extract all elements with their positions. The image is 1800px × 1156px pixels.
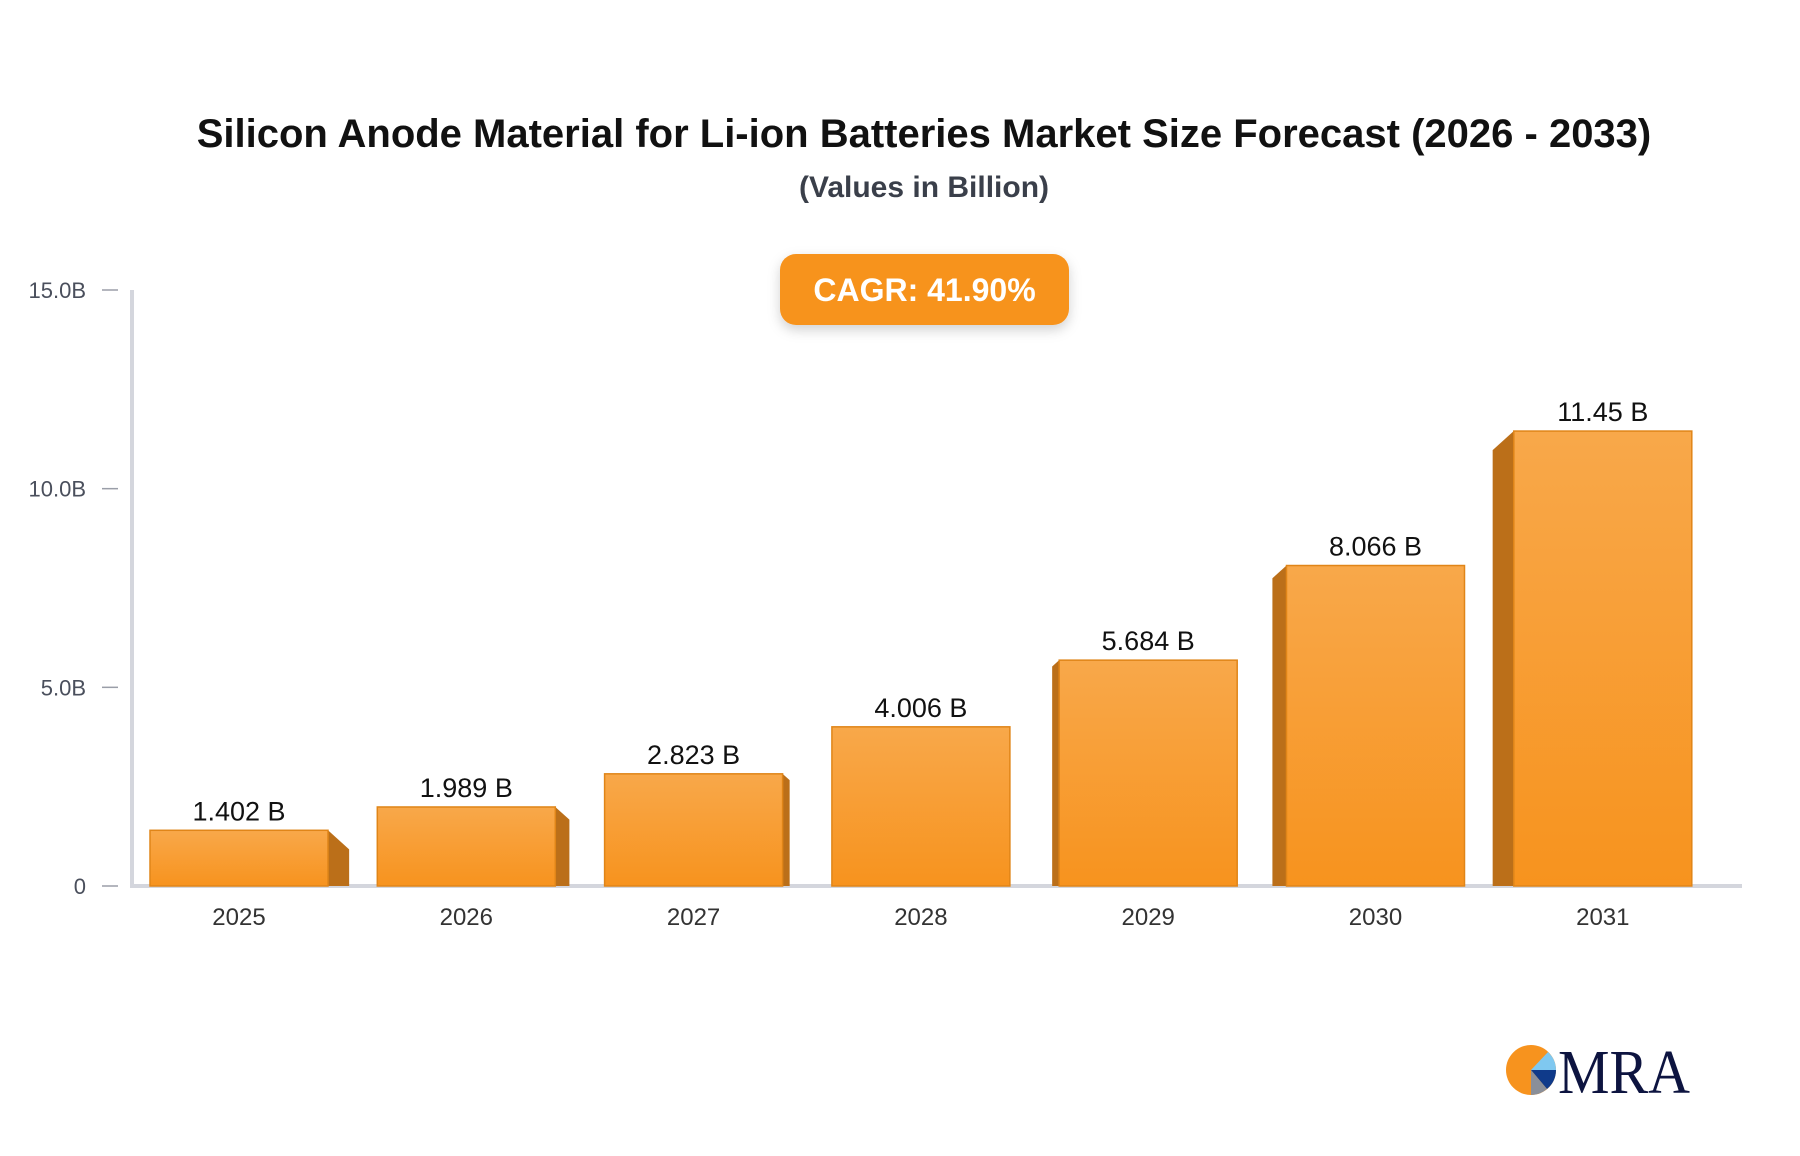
bar-value-label: 1.402 B — [192, 796, 285, 826]
bar-side-face — [782, 773, 790, 886]
y-tick-label: 15.0B — [29, 278, 87, 303]
bar-value-label: 5.684 B — [1102, 626, 1195, 656]
logo-text: MRA — [1558, 1039, 1690, 1107]
y-tick-label: 5.0B — [41, 675, 86, 700]
bar-front-face — [603, 773, 784, 887]
bar-front-face — [1058, 659, 1238, 887]
bar-2031: 11.45 B 2031 — [1492, 397, 1693, 931]
cagr-label: CAGR: 41.90% — [813, 272, 1035, 308]
y-tick-label: 0 — [74, 874, 86, 899]
bars: 1.402 B 2025 1.989 B 2026 2.823 B 2027 4.006 B… — [149, 397, 1693, 931]
x-tick-label: 2031 — [1576, 904, 1629, 931]
bar-value-label: 11.45 B — [1557, 397, 1648, 427]
mra-logo: MRA — [1506, 1039, 1690, 1107]
x-tick-label: 2028 — [894, 904, 947, 931]
logo-pie-dark-blue — [1531, 1070, 1556, 1089]
y-tick-label: 10.0B — [29, 477, 87, 502]
x-tick-label: 2025 — [212, 904, 265, 931]
bar-front-face — [831, 726, 1011, 887]
x-tick-label: 2027 — [667, 904, 720, 931]
logo-pie-light-blue — [1531, 1052, 1556, 1070]
x-tick-label: 2026 — [440, 904, 493, 931]
bar-2026: 1.989 B 2026 — [376, 773, 570, 931]
bar-2028: 4.006 B 2028 — [831, 693, 1011, 931]
bar-front-face — [376, 806, 557, 887]
bar-side-face — [1492, 431, 1514, 886]
bar-value-label: 1.989 B — [420, 773, 513, 803]
bar-side-face — [555, 806, 570, 886]
bar-front-face — [1285, 564, 1466, 887]
chart-title: Silicon Anode Material for Li-ion Batter… — [197, 112, 1652, 156]
bar-side-face — [1272, 565, 1287, 886]
logo-pie-gray — [1531, 1070, 1547, 1095]
bar-value-label: 8.066 B — [1329, 532, 1422, 562]
bar-value-label: 2.823 B — [647, 740, 740, 770]
bar-2027: 2.823 B 2027 — [603, 740, 790, 931]
x-tick-label: 2030 — [1349, 904, 1402, 931]
bar-front-face — [1513, 430, 1693, 887]
chart-subtitle: (Values in Billion) — [799, 171, 1049, 204]
bar-2030: 8.066 B 2030 — [1272, 532, 1466, 931]
bar-value-label: 4.006 B — [874, 693, 967, 723]
bar-2029: 5.684 B 2029 — [1052, 626, 1238, 931]
bar-side-face — [328, 830, 350, 886]
cagr-badge-background — [780, 254, 1069, 325]
cagr-badge: CAGR: 41.90% — [780, 254, 1069, 325]
bar-side-face — [1052, 660, 1060, 886]
bar-front-face — [149, 829, 329, 887]
bar-2025: 1.402 B 2025 — [149, 796, 350, 931]
x-tick-label: 2029 — [1122, 904, 1175, 931]
